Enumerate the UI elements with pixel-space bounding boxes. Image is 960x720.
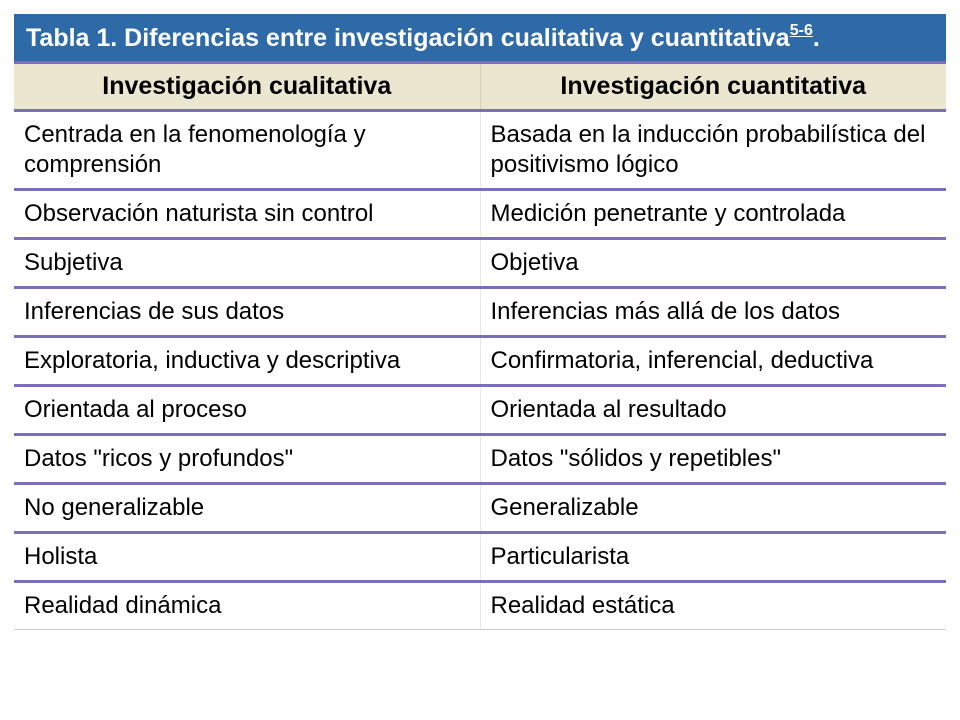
table-row: Realidad dinámicaRealidad estática	[14, 582, 946, 630]
cell-left: Holista	[14, 533, 480, 582]
table-row: Orientada al procesoOrientada al resulta…	[14, 386, 946, 435]
cell-right: Datos "sólidos y repetibles"	[480, 435, 946, 484]
cell-left: Exploratoria, inductiva y descriptiva	[14, 337, 480, 386]
table-row: SubjetivaObjetiva	[14, 239, 946, 288]
cell-right: Inferencias más allá de los datos	[480, 288, 946, 337]
cell-left: No generalizable	[14, 484, 480, 533]
cell-left: Subjetiva	[14, 239, 480, 288]
cell-left: Orientada al proceso	[14, 386, 480, 435]
table-row: HolistaParticularista	[14, 533, 946, 582]
cell-right: Basada en la inducción probabilística de…	[480, 111, 946, 190]
table-row: Exploratoria, inductiva y descriptivaCon…	[14, 337, 946, 386]
cell-left: Observación naturista sin control	[14, 190, 480, 239]
cell-right: Confirmatoria, inferencial, deductiva	[480, 337, 946, 386]
table-row: No generalizableGeneralizable	[14, 484, 946, 533]
cell-right: Objetiva	[480, 239, 946, 288]
table-title-sup: 5-6	[790, 22, 813, 39]
cell-left: Inferencias de sus datos	[14, 288, 480, 337]
comparison-table: Tabla 1. Diferencias entre investigación…	[14, 14, 946, 630]
cell-right: Generalizable	[480, 484, 946, 533]
table-title-main: Tabla 1. Diferencias entre investigación…	[26, 24, 790, 52]
cell-right: Realidad estática	[480, 582, 946, 630]
table-body: Centrada en la fenomenología y comprensi…	[14, 111, 946, 630]
table-title-row: Tabla 1. Diferencias entre investigación…	[14, 14, 946, 63]
cell-left: Centrada en la fenomenología y comprensi…	[14, 111, 480, 190]
table-title-tail: .	[813, 24, 820, 52]
column-header-left: Investigación cualitativa	[14, 63, 480, 111]
table-row: Datos "ricos y profundos"Datos "sólidos …	[14, 435, 946, 484]
cell-left: Datos "ricos y profundos"	[14, 435, 480, 484]
table-header-row: Investigación cualitativa Investigación …	[14, 63, 946, 111]
cell-right: Particularista	[480, 533, 946, 582]
cell-left: Realidad dinámica	[14, 582, 480, 630]
column-header-right: Investigación cuantitativa	[480, 63, 946, 111]
table-row: Observación naturista sin controlMedició…	[14, 190, 946, 239]
table-row: Inferencias de sus datosInferencias más …	[14, 288, 946, 337]
cell-right: Orientada al resultado	[480, 386, 946, 435]
table-row: Centrada en la fenomenología y comprensi…	[14, 111, 946, 190]
table-title-cell: Tabla 1. Diferencias entre investigación…	[14, 14, 946, 63]
cell-right: Medición penetrante y controlada	[480, 190, 946, 239]
